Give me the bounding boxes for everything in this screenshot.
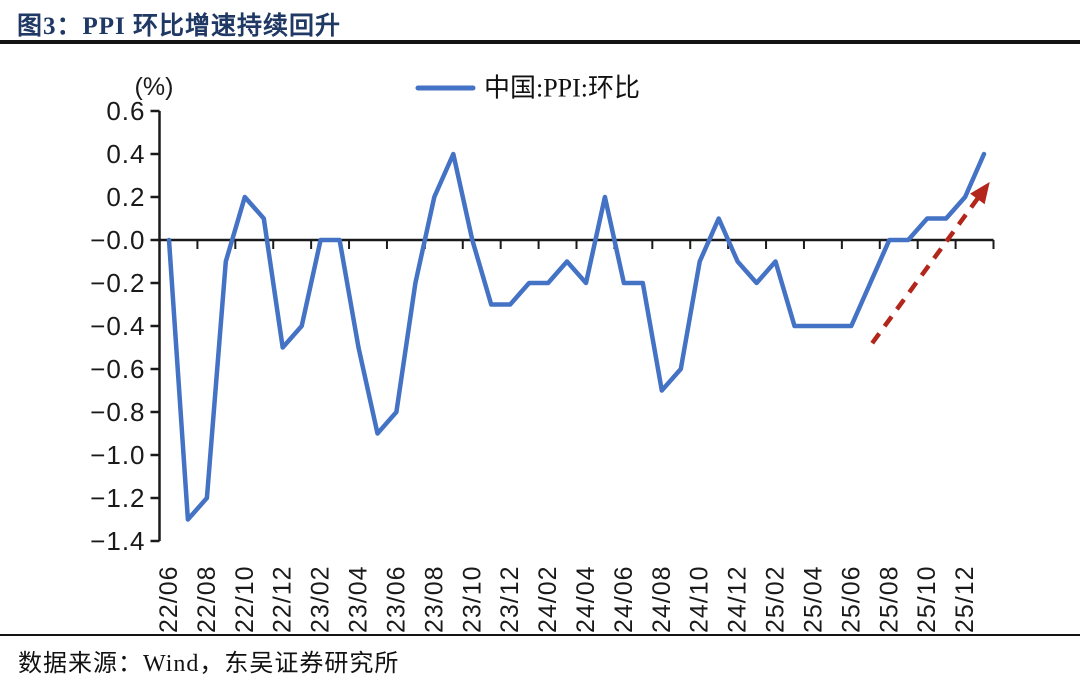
x-tick-label: 25/02 [762, 565, 790, 633]
y-tick-label: −0.2 [90, 268, 145, 298]
legend: 中国:PPI:环比 [415, 74, 640, 103]
y-axis [150, 109, 161, 543]
x-tick-label: 23/12 [496, 565, 524, 633]
y-tick-label: 0.4 [106, 139, 145, 169]
trend-arrow [870, 181, 990, 345]
x-tick-label: 25/04 [799, 565, 827, 633]
y-axis-labels: 0.6 0.4 0.2 −0.0 −0.2 −0.4 −0.6 −0.8 −1.0 −1.2 −1.… [90, 96, 145, 556]
figure-title: 图3：PPI 环比增速持续回升 [17, 13, 342, 40]
x-tick-label: 24/02 [534, 565, 562, 633]
x-tick-label: 23/04 [345, 565, 373, 633]
x-tick-label: 25/08 [875, 565, 903, 633]
y-tick-label: −1.0 [90, 440, 145, 470]
x-tick-label: 23/06 [382, 565, 410, 633]
x-tick-label: 22/06 [155, 565, 183, 633]
y-tick-label: −0.8 [90, 397, 145, 427]
trend-arrow-shaft [870, 194, 982, 345]
ppi-series-line [166, 151, 987, 522]
legend-label: 中国:PPI:环比 [484, 74, 640, 103]
trend-arrow-head [970, 181, 990, 205]
y-tick-label: −0.6 [90, 354, 145, 384]
x-tick-label: 23/02 [307, 565, 335, 633]
x-tick-label: 25/06 [837, 565, 865, 633]
y-tick-label: 0.2 [106, 182, 145, 212]
y-tick-label: −0.4 [90, 311, 145, 341]
data-source: 数据来源：Wind，东吴证券研究所 [18, 651, 400, 677]
x-tick-label: 24/10 [686, 565, 714, 633]
x-tick-label: 25/10 [913, 565, 941, 633]
y-tick-label: −1.2 [90, 483, 145, 513]
title-rule [0, 40, 1080, 44]
x-tick-label: 25/12 [951, 565, 979, 633]
y-tick-label: 0.6 [106, 96, 145, 126]
x-axis-labels: 22/06 22/08 22/10 22/12 23/02 23/04 23/06 23/08… [155, 565, 979, 633]
y-tick-label: −1.4 [90, 526, 145, 556]
x-tick-label: 24/12 [724, 565, 752, 633]
y-tick-label: −0.0 [90, 225, 145, 255]
x-tick-label: 24/06 [610, 565, 638, 633]
x-tick-label: 22/08 [193, 565, 221, 633]
x-tick-label: 22/12 [269, 565, 297, 633]
x-tick-label: 24/08 [648, 565, 676, 633]
x-tick-label: 23/10 [458, 565, 486, 633]
x-tick-label: 24/04 [572, 565, 600, 633]
x-tick-label: 23/08 [420, 565, 448, 633]
x-tick-label: 22/10 [231, 565, 259, 633]
x-axis [158, 238, 995, 249]
y-unit-label: (%) [135, 73, 174, 101]
footer-rule [0, 634, 1080, 636]
